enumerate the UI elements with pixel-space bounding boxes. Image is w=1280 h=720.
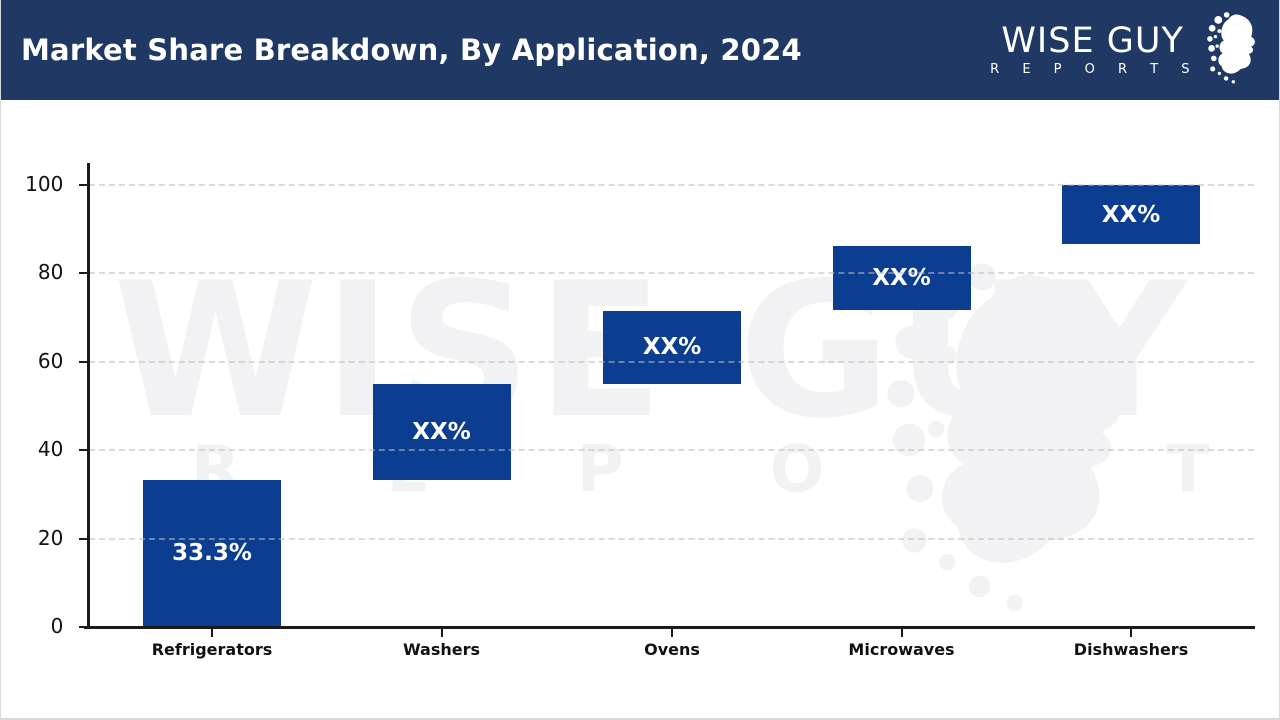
x-category-label-microwaves: Microwaves bbox=[848, 640, 955, 659]
logo-wordmark: WISE GUY bbox=[1001, 21, 1184, 61]
x-category-label-refrigerators: Refrigerators bbox=[151, 640, 273, 659]
watermark-face-icon bbox=[835, 258, 1159, 642]
bar-washers: XX% bbox=[372, 384, 511, 480]
y-tick-mark-100 bbox=[79, 183, 87, 186]
y-tick-label-80: 80 bbox=[37, 260, 64, 284]
y-tick-mark-0 bbox=[79, 626, 87, 628]
bar-microwaves: XX% bbox=[832, 246, 971, 311]
x-tick-mark-refrigerators bbox=[211, 629, 213, 637]
x-axis-line bbox=[84, 626, 1255, 629]
header-bar: Market Share Breakdown, By Application, … bbox=[1, 0, 1279, 100]
x-tick-mark-dishwashers bbox=[1130, 629, 1132, 637]
y-tick-label-40: 40 bbox=[37, 437, 64, 461]
bar-value-label-microwaves: XX% bbox=[872, 265, 931, 292]
bar-value-label-washers: XX% bbox=[412, 418, 471, 445]
x-tick-mark-microwaves bbox=[900, 629, 903, 637]
gridline-20 bbox=[89, 537, 1254, 540]
logo-subtitle: R E P O R T S bbox=[990, 62, 1199, 77]
bar-value-label-dishwashers: XX% bbox=[1101, 201, 1161, 228]
y-tick-mark-80 bbox=[79, 272, 87, 274]
bar-refrigerators: 33.3% bbox=[143, 479, 281, 627]
x-category-label-washers: Washers bbox=[402, 640, 481, 659]
x-category-label-dishwashers: Dishwashers bbox=[1073, 640, 1189, 659]
y-tick-label-60: 60 bbox=[37, 348, 64, 373]
y-tick-label-100: 100 bbox=[25, 171, 64, 196]
gridline-60 bbox=[89, 360, 1254, 363]
plot-area: 0 20 40 60 80 100 33.3% XX% XX% XX% XX% Refrigerato… bbox=[25, 163, 1255, 659]
y-tick-mark-20 bbox=[79, 537, 87, 540]
logo-text: WISE GUY R E P O R T S bbox=[986, 21, 1199, 77]
x-tick-mark-ovens bbox=[671, 629, 673, 637]
y-tick-mark-60 bbox=[79, 360, 87, 363]
wise-guy-logo: WISE GUY R E P O R T S bbox=[986, 11, 1263, 89]
y-tick-mark-40 bbox=[79, 449, 87, 451]
bar-value-label-refrigerators: 33.3% bbox=[172, 540, 252, 567]
gridline-40 bbox=[89, 449, 1254, 451]
bar-ovens: XX% bbox=[603, 311, 741, 384]
gridline-100 bbox=[89, 183, 1254, 186]
bar-value-label-ovens: XX% bbox=[642, 334, 702, 361]
page-title: Market Share Breakdown, By Application, … bbox=[21, 33, 802, 67]
y-tick-label-20: 20 bbox=[37, 525, 64, 550]
x-tick-mark-washers bbox=[440, 629, 443, 637]
gridline-80 bbox=[89, 272, 1254, 274]
bar-dishwashers: XX% bbox=[1062, 185, 1200, 244]
dotted-face-icon bbox=[1207, 11, 1263, 89]
y-tick-label-0: 0 bbox=[50, 614, 64, 638]
y-axis-line bbox=[87, 163, 90, 629]
x-category-label-ovens: Ovens bbox=[644, 640, 700, 659]
